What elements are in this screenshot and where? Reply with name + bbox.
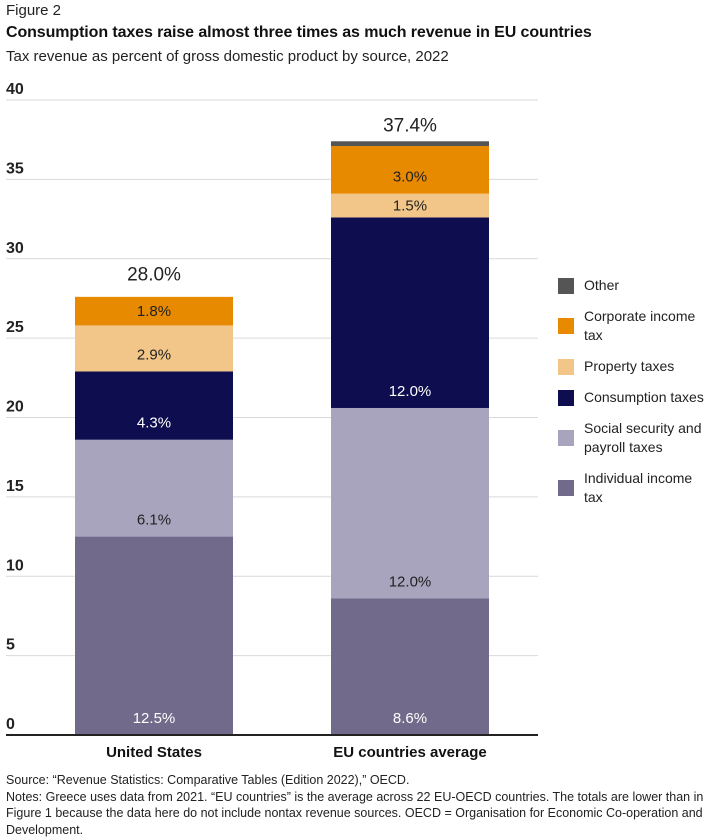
segment-value-label: 1.5% xyxy=(393,198,427,215)
segment-value-label: 3.0% xyxy=(393,169,427,186)
notes: Notes: Greece uses data from 2021. “EU c… xyxy=(6,789,704,837)
bar-total-label: 28.0% xyxy=(127,265,181,286)
segment-value-label: 1.8% xyxy=(137,303,171,320)
legend-item: Corporate income tax xyxy=(558,307,714,345)
x-category-label: EU countries average xyxy=(333,744,486,761)
footer: Source: “Revenue Statistics: Comparative… xyxy=(6,772,711,838)
y-tick-label: 10 xyxy=(6,557,24,574)
bar-total-label: 37.4% xyxy=(383,115,437,136)
y-tick-label: 0 xyxy=(6,716,15,733)
segment-value-label: 2.9% xyxy=(137,346,171,363)
segment-value-label: 12.0% xyxy=(389,383,432,400)
legend-label: Individual income tax xyxy=(584,470,693,505)
y-tick-label: 15 xyxy=(6,478,24,495)
bar-segment xyxy=(75,536,233,735)
legend-swatch xyxy=(558,318,574,334)
legend-item: Other xyxy=(558,276,714,295)
stacked-bar-chart: 0 5 10 15 20 25 30 35 40 12.5% 6.1% 4.3% 2.9% 1.8% 28.… xyxy=(6,81,538,761)
legend-label: Consumption taxes xyxy=(584,389,704,405)
segment-value-label: 8.6% xyxy=(393,710,427,727)
legend-item: Consumption taxes xyxy=(558,388,714,407)
legend-swatch xyxy=(558,430,574,446)
legend-swatch xyxy=(558,480,574,496)
legend-label: Corporate income tax xyxy=(584,308,696,343)
legend-label: Property taxes xyxy=(584,358,675,374)
legend: Other Corporate income tax Property taxe… xyxy=(558,276,714,507)
y-tick-label: 40 xyxy=(6,81,24,98)
segment-value-label: 6.1% xyxy=(137,512,171,529)
legend-swatch xyxy=(558,277,574,294)
source-note: Source: “Revenue Statistics: Comparative… xyxy=(6,773,410,787)
legend-item: Property taxes xyxy=(558,357,714,376)
legend-label: Social security and payroll taxes xyxy=(584,420,702,455)
legend-swatch xyxy=(558,358,574,375)
y-tick-label: 25 xyxy=(6,319,24,336)
y-tick-label: 20 xyxy=(6,399,24,416)
y-tick-label: 35 xyxy=(6,160,24,177)
legend-swatch xyxy=(558,389,574,406)
bar-segment xyxy=(331,193,489,218)
bar-segment xyxy=(75,371,233,440)
legend-item: Social security and payroll taxes xyxy=(558,419,714,457)
y-tick-label: 30 xyxy=(6,240,24,257)
chart-title: Consumption taxes raise almost three tim… xyxy=(6,24,592,41)
bar-segment xyxy=(331,598,489,735)
bar-segment xyxy=(331,146,489,194)
bar-segment xyxy=(75,296,233,326)
bar-segment xyxy=(331,407,489,599)
segment-value-label: 4.3% xyxy=(137,415,171,432)
segment-value-label: 12.5% xyxy=(133,710,176,727)
y-tick-label: 5 xyxy=(6,637,15,654)
bar-segment xyxy=(331,217,489,408)
bar-segment xyxy=(75,325,233,372)
x-category-label: United States xyxy=(106,744,202,761)
bar-segment xyxy=(331,141,489,147)
legend-label: Other xyxy=(584,277,620,293)
bar-segment xyxy=(75,439,233,537)
figure-label: Figure 2 xyxy=(6,2,62,19)
segment-value-label: 12.0% xyxy=(389,573,432,590)
chart-subtitle: Tax revenue as percent of gross domestic… xyxy=(6,48,449,65)
legend-item: Individual income tax xyxy=(558,469,714,507)
